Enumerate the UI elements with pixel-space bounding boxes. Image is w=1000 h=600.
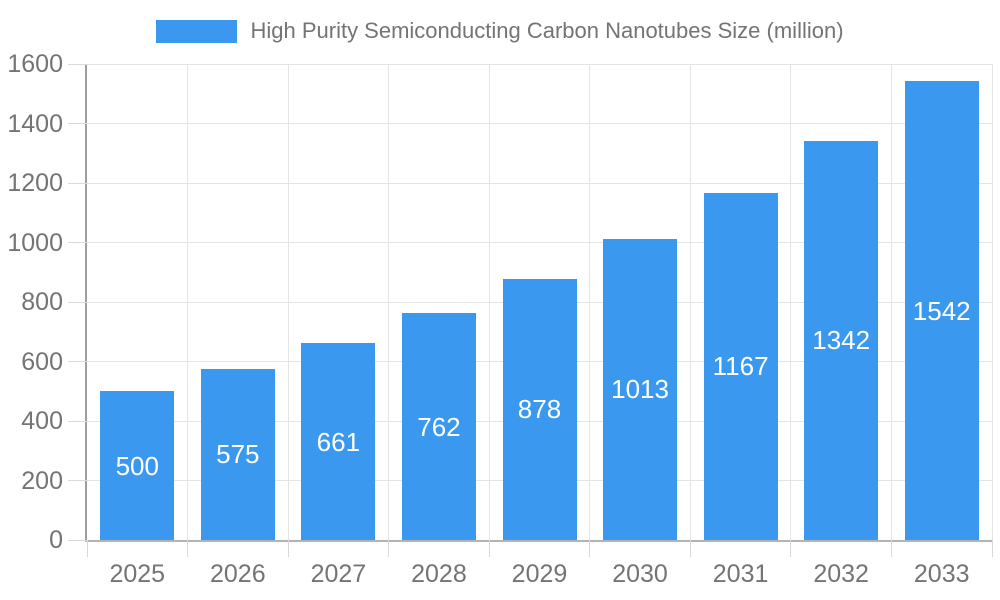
x-tick bbox=[287, 540, 289, 557]
y-axis-line bbox=[85, 64, 87, 542]
bar-value-label: 661 bbox=[316, 426, 361, 457]
bar-2031[interactable]: 1167 bbox=[703, 192, 778, 540]
x-tick-label: 2025 bbox=[109, 560, 166, 588]
x-tick-label: 2029 bbox=[511, 560, 568, 588]
y-tick bbox=[68, 420, 87, 422]
bar-2032[interactable]: 1342 bbox=[804, 140, 879, 540]
y-tick-label: 0 bbox=[49, 526, 63, 554]
gridline-vertical bbox=[287, 64, 289, 540]
y-tick-label: 800 bbox=[21, 288, 63, 316]
gridline-vertical bbox=[991, 64, 993, 540]
y-tick bbox=[68, 361, 87, 362]
bar-value-label: 1342 bbox=[812, 325, 871, 356]
bar-2033[interactable]: 1542 bbox=[904, 81, 979, 540]
bar-2029[interactable]: 878 bbox=[502, 278, 577, 540]
bar-2027[interactable]: 661 bbox=[301, 343, 376, 540]
y-tick-label: 1400 bbox=[7, 109, 63, 138]
x-tick bbox=[790, 540, 792, 557]
bar-2030[interactable]: 1013 bbox=[603, 238, 678, 540]
x-tick bbox=[86, 540, 88, 557]
x-tick-label: 2026 bbox=[210, 560, 266, 588]
gridline-horizontal bbox=[87, 123, 992, 124]
y-tick bbox=[68, 63, 87, 65]
x-tick-label: 2031 bbox=[712, 560, 769, 588]
x-tick bbox=[689, 540, 691, 557]
y-tick-label: 400 bbox=[21, 407, 63, 435]
x-tick bbox=[991, 540, 993, 557]
bar-2026[interactable]: 575 bbox=[200, 368, 275, 540]
x-tick bbox=[890, 540, 892, 557]
x-tick-label: 2032 bbox=[813, 560, 869, 588]
bar-value-label: 575 bbox=[216, 439, 260, 470]
gridline-vertical bbox=[689, 64, 691, 540]
plot-area: 500 575 661 762 878 1013 1167 1342 1542 bbox=[87, 63, 993, 540]
bar-value-label: 762 bbox=[417, 411, 461, 442]
y-tick-label: 1600 bbox=[7, 50, 63, 78]
y-tick bbox=[68, 182, 87, 184]
bar-value-label: 1542 bbox=[912, 295, 971, 326]
bar-2025[interactable]: 500 bbox=[100, 391, 175, 540]
x-tick-label: 2030 bbox=[612, 560, 668, 588]
gridline-vertical bbox=[790, 64, 792, 540]
bar-value-label: 1167 bbox=[712, 351, 769, 382]
legend-swatch bbox=[156, 19, 238, 43]
bar-2028[interactable]: 762 bbox=[401, 313, 476, 540]
x-tick bbox=[187, 540, 189, 557]
bar-value-label: 878 bbox=[517, 394, 562, 425]
y-tick-label: 600 bbox=[21, 347, 63, 376]
y-tick bbox=[68, 539, 87, 541]
legend-label: High Purity Semiconducting Carbon Nanotu… bbox=[250, 18, 844, 43]
y-tick bbox=[68, 301, 87, 303]
y-tick bbox=[68, 480, 87, 481]
y-tick bbox=[68, 242, 87, 243]
bar-value-label: 1013 bbox=[611, 374, 669, 405]
y-tick-label: 200 bbox=[21, 466, 63, 495]
gridline-vertical bbox=[488, 64, 490, 540]
y-tick-label: 1200 bbox=[7, 169, 63, 197]
bar-value-label: 500 bbox=[115, 450, 159, 481]
legend[interactable]: High Purity Semiconducting Carbon Nanotu… bbox=[0, 18, 1000, 44]
gridline-vertical bbox=[890, 64, 892, 540]
gridline-horizontal bbox=[87, 63, 992, 65]
x-tick bbox=[388, 540, 390, 557]
y-tick-label: 1000 bbox=[7, 228, 63, 257]
y-tick bbox=[68, 123, 87, 124]
x-tick-label: 2033 bbox=[913, 560, 970, 588]
x-tick-label: 2028 bbox=[411, 560, 467, 588]
x-tick bbox=[589, 540, 591, 557]
x-tick-label: 2027 bbox=[310, 560, 367, 588]
gridline-vertical bbox=[187, 64, 189, 540]
gridline-horizontal bbox=[87, 242, 992, 243]
gridline-vertical bbox=[589, 64, 591, 540]
x-axis-line bbox=[85, 540, 992, 542]
x-tick bbox=[488, 540, 490, 557]
gridline-vertical bbox=[388, 64, 390, 540]
gridline-horizontal bbox=[87, 182, 992, 184]
